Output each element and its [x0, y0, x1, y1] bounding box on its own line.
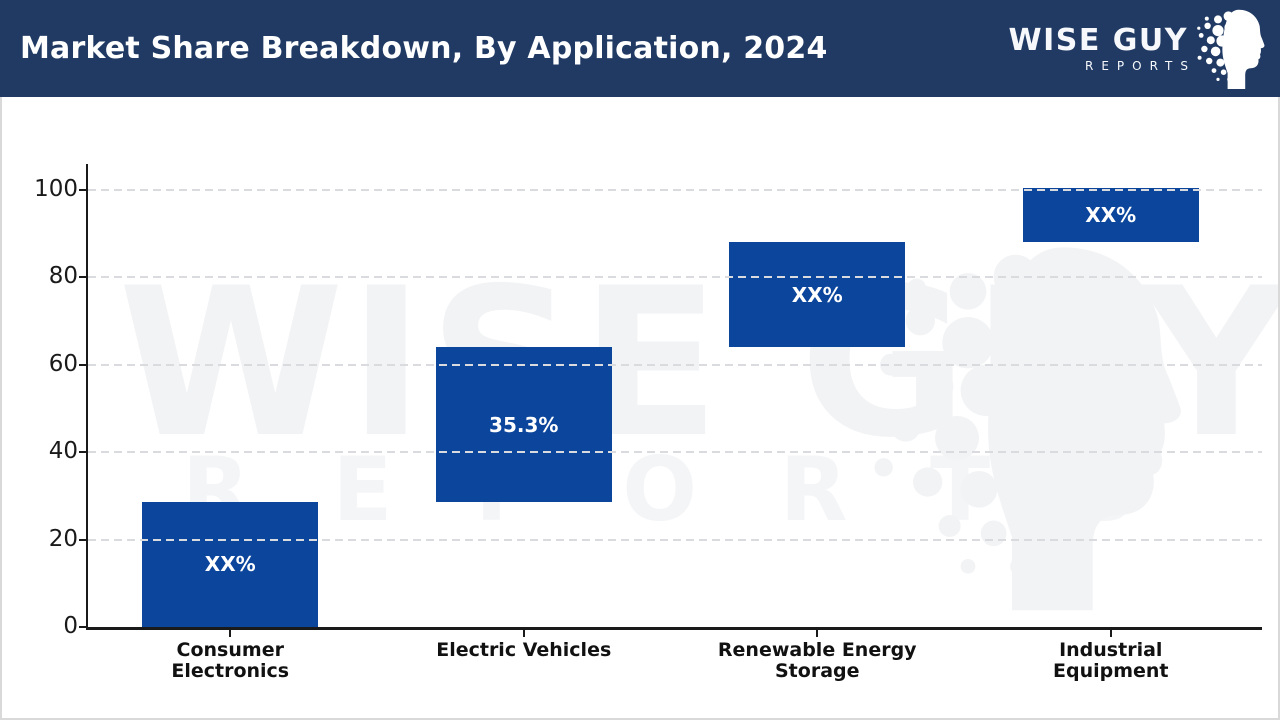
category-label-3: Renewable Energy Storage [717, 639, 917, 682]
frame-border-bottom [0, 718, 1280, 720]
bar-consumer-electronics [142, 501, 318, 627]
y-tick-60 [79, 363, 86, 366]
y-tick-100 [79, 188, 86, 191]
watermark-dotted-head-icon [858, 212, 1188, 642]
y-tick-label-40: 40 [48, 438, 78, 464]
gridline-20 [88, 538, 1262, 541]
header-band: Market Share Breakdown, By Application, … [0, 0, 1280, 97]
bar-value-label-4: XX% [1085, 203, 1137, 228]
bar-industrial-equipment [1023, 187, 1199, 243]
bar-renewable-energy-storage [729, 242, 905, 348]
category-label-1: Consumer Electronics [171, 639, 290, 682]
x-axis-spine [86, 627, 1262, 630]
y-tick-20 [79, 538, 86, 541]
bar-electric-vehicles [436, 347, 612, 502]
gridline-60 [88, 363, 1262, 366]
y-tick-0 [79, 626, 86, 628]
frame-border-left [0, 97, 2, 720]
bar-value-label-2: 35.3% [489, 412, 559, 437]
gridline-100 [88, 188, 1262, 191]
category-label-2: Electric Vehicles [436, 639, 612, 661]
y-tick-label-80: 80 [48, 263, 78, 289]
gridline-40 [88, 451, 1262, 453]
category-label-4: Industrial Equipment [1052, 639, 1169, 682]
watermark-subtitle: R E P O R T S [182, 438, 1163, 541]
wise-guy-reports-logo: WISE GUY REPORTS [1008, 0, 1266, 97]
y-tick-40 [79, 451, 86, 453]
bar-value-label-3: XX% [791, 282, 843, 307]
y-axis-spine [86, 164, 88, 630]
y-tick-label-60: 60 [48, 350, 78, 377]
page-title: Market Share Breakdown, By Application, … [20, 31, 828, 66]
logo-wordmark: WISE GUY [1008, 22, 1188, 58]
dotted-head-icon [1194, 6, 1266, 92]
frame-border-right [1278, 97, 1280, 720]
x-tick-4 [1109, 630, 1112, 637]
bar-value-label-1: XX% [204, 552, 256, 577]
y-tick-label-0: 0 [63, 613, 78, 639]
gridline-80 [88, 276, 1262, 278]
logo-subtitle: REPORTS [1084, 58, 1196, 73]
x-tick-2 [522, 630, 525, 637]
x-tick-1 [229, 630, 232, 637]
y-tick-label-100: 100 [34, 175, 78, 202]
watermark-wordmark: WISE GUY [118, 245, 1280, 483]
x-tick-3 [816, 630, 819, 637]
y-tick-80 [79, 276, 86, 278]
y-tick-label-20: 20 [48, 525, 78, 552]
